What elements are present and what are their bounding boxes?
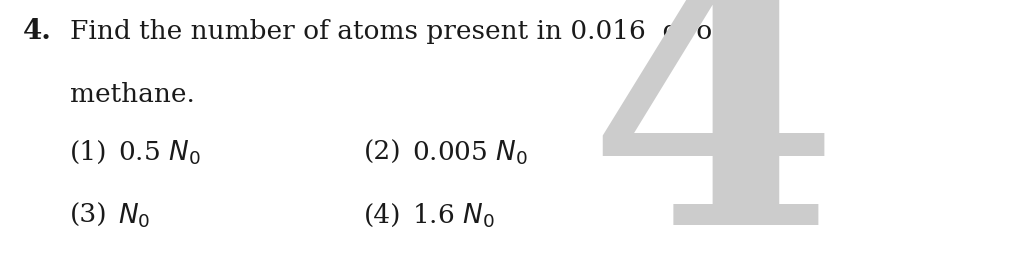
Text: methane.: methane. [70,82,195,107]
Text: Find the number of atoms present in 0.016  g  of: Find the number of atoms present in 0.01… [70,19,722,44]
Text: 0.005 $N_0$: 0.005 $N_0$ [412,138,527,167]
Text: 1.6 $N_0$: 1.6 $N_0$ [412,201,495,230]
Text: 4.: 4. [23,18,51,45]
Text: 0.5 $N_0$: 0.5 $N_0$ [118,138,201,167]
Text: 4: 4 [587,0,839,263]
Text: (3): (3) [70,203,108,228]
Text: $N_0$: $N_0$ [118,201,150,230]
Text: (4): (4) [364,203,401,228]
Text: (1): (1) [70,140,108,165]
Text: (2): (2) [364,140,401,165]
